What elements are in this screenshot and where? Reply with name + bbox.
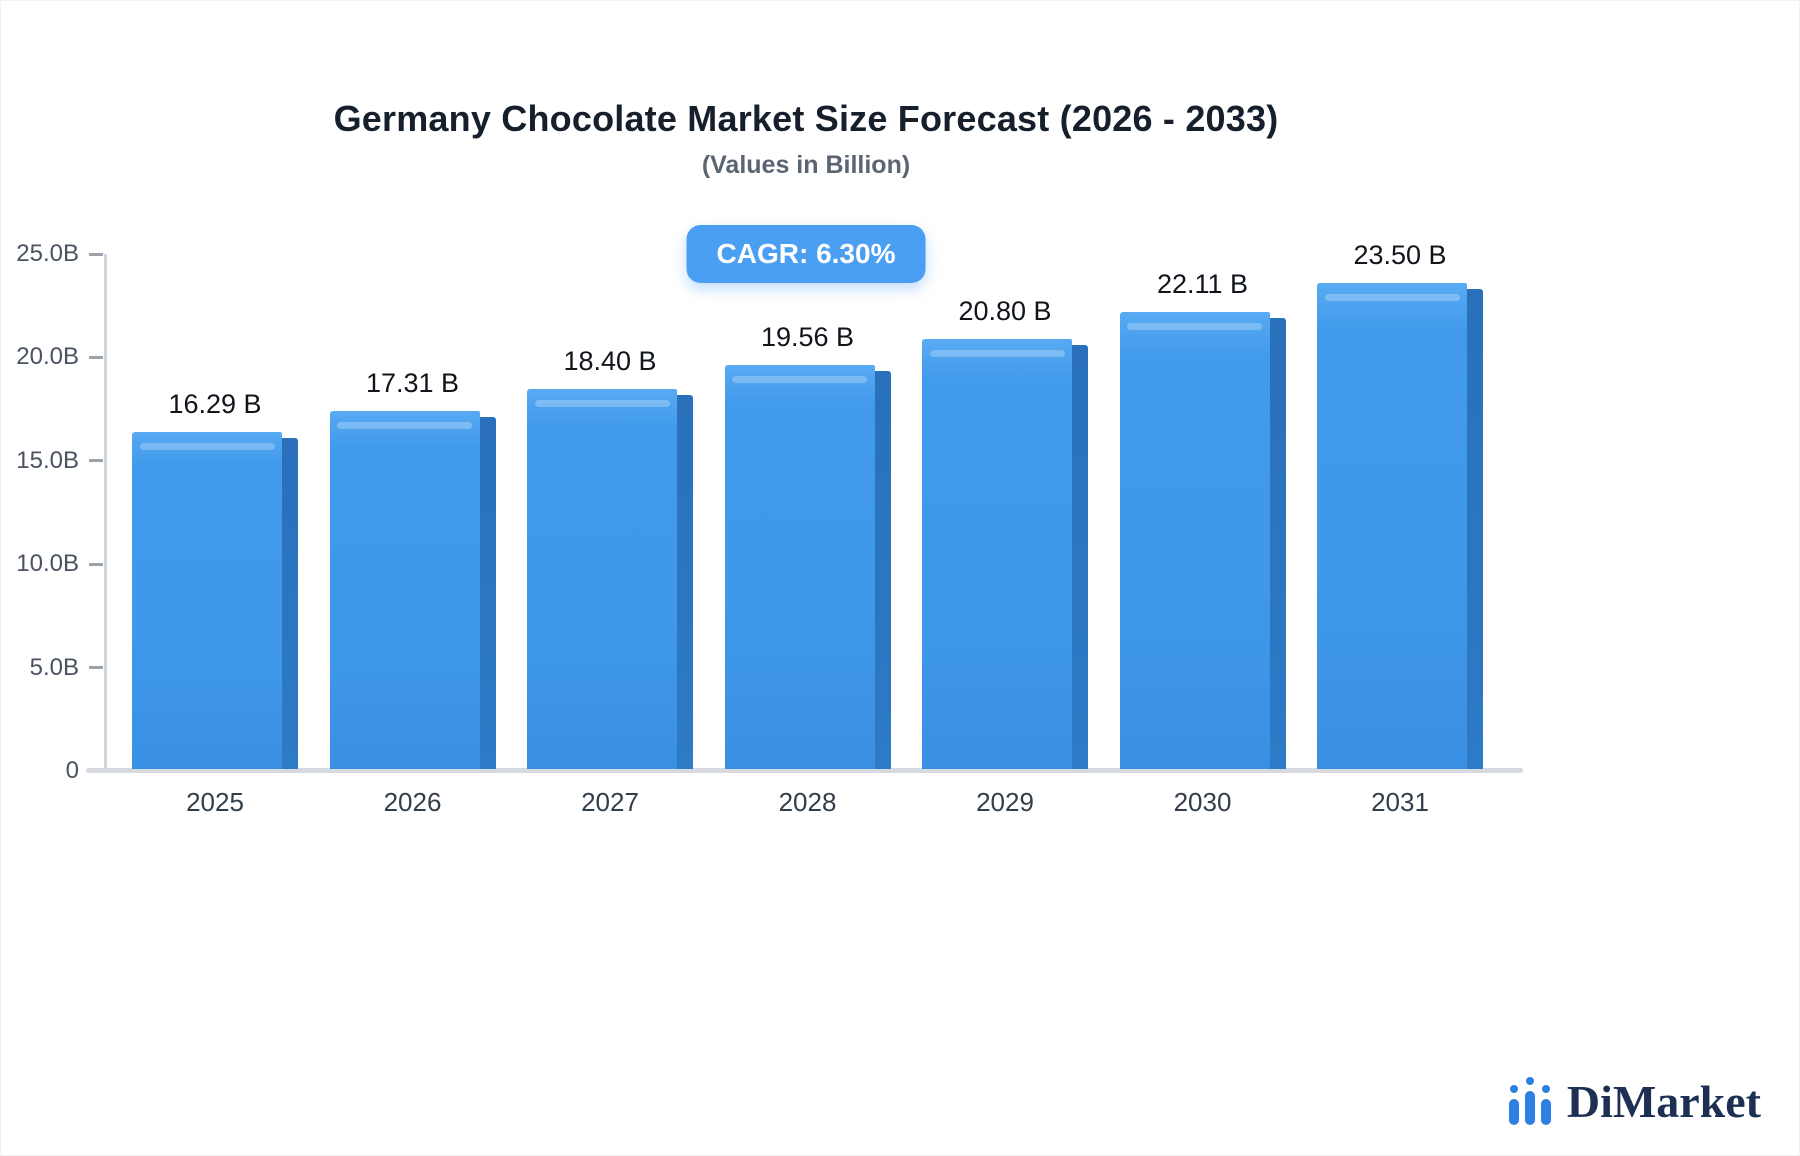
bar bbox=[329, 411, 480, 769]
bar bbox=[527, 388, 677, 769]
bar-side-face bbox=[1467, 289, 1483, 769]
bar-value-label: 19.56 B bbox=[760, 321, 855, 352]
x-axis-label: 2028 bbox=[778, 787, 837, 817]
bar-value-label: 22.11 B bbox=[1156, 268, 1249, 299]
y-axis-tick-label: 5.0B bbox=[29, 653, 79, 681]
x-axis-label: 2027 bbox=[581, 787, 639, 817]
bar bbox=[1119, 311, 1270, 769]
bar-side-face bbox=[479, 417, 496, 769]
y-axis-tick-mark bbox=[89, 459, 103, 463]
brand-logo: DiMarket bbox=[1505, 1073, 1761, 1129]
bar-value-label: 23.50 B bbox=[1353, 240, 1447, 271]
bar-side-face bbox=[1269, 317, 1286, 769]
y-axis-tick-mark bbox=[89, 562, 103, 566]
bar bbox=[132, 432, 282, 769]
bar-value-label: 18.40 B bbox=[563, 345, 657, 376]
x-axis-label: 2026 bbox=[383, 787, 442, 817]
cagr-badge: CAGR: 6.30% bbox=[686, 225, 926, 283]
y-axis-tick-mark bbox=[89, 666, 103, 670]
bar bbox=[1317, 283, 1467, 769]
x-axis-label: 2030 bbox=[1173, 787, 1232, 817]
bar bbox=[724, 364, 875, 769]
bar-side-face bbox=[282, 438, 298, 769]
y-axis-tick-label: 25.0B bbox=[16, 240, 79, 267]
x-axis-label: 2031 bbox=[1371, 787, 1429, 817]
bar-value-label: 17.31 B bbox=[365, 368, 460, 399]
bar bbox=[922, 338, 1072, 769]
bar-side-face bbox=[1072, 344, 1088, 769]
chart-title: Germany Chocolate Market Size Forecast (… bbox=[333, 98, 1279, 139]
x-axis-line bbox=[86, 768, 1523, 773]
y-axis-line bbox=[104, 254, 107, 771]
bar-side-face bbox=[874, 370, 891, 769]
y-axis-tick-label: 20.0B bbox=[16, 343, 79, 371]
bar-chart-icon bbox=[1508, 1077, 1551, 1125]
y-axis-tick-label: 15.0B bbox=[16, 446, 79, 474]
y-axis-tick-label: 0 bbox=[65, 757, 79, 784]
x-axis-label: 2025 bbox=[186, 787, 244, 817]
y-axis-tick-label: 10.0B bbox=[16, 550, 79, 578]
bar-value-label: 20.80 B bbox=[958, 295, 1052, 326]
y-axis-tick-mark bbox=[89, 252, 103, 256]
bar-value-label: 16.29 B bbox=[168, 389, 262, 420]
x-axis-label: 2029 bbox=[976, 787, 1034, 817]
y-axis-tick-mark bbox=[89, 355, 103, 359]
brand-name: DiMarket bbox=[1566, 1075, 1761, 1127]
chart-subtitle: (Values in Billion) bbox=[701, 151, 911, 179]
bar-side-face bbox=[677, 394, 693, 769]
